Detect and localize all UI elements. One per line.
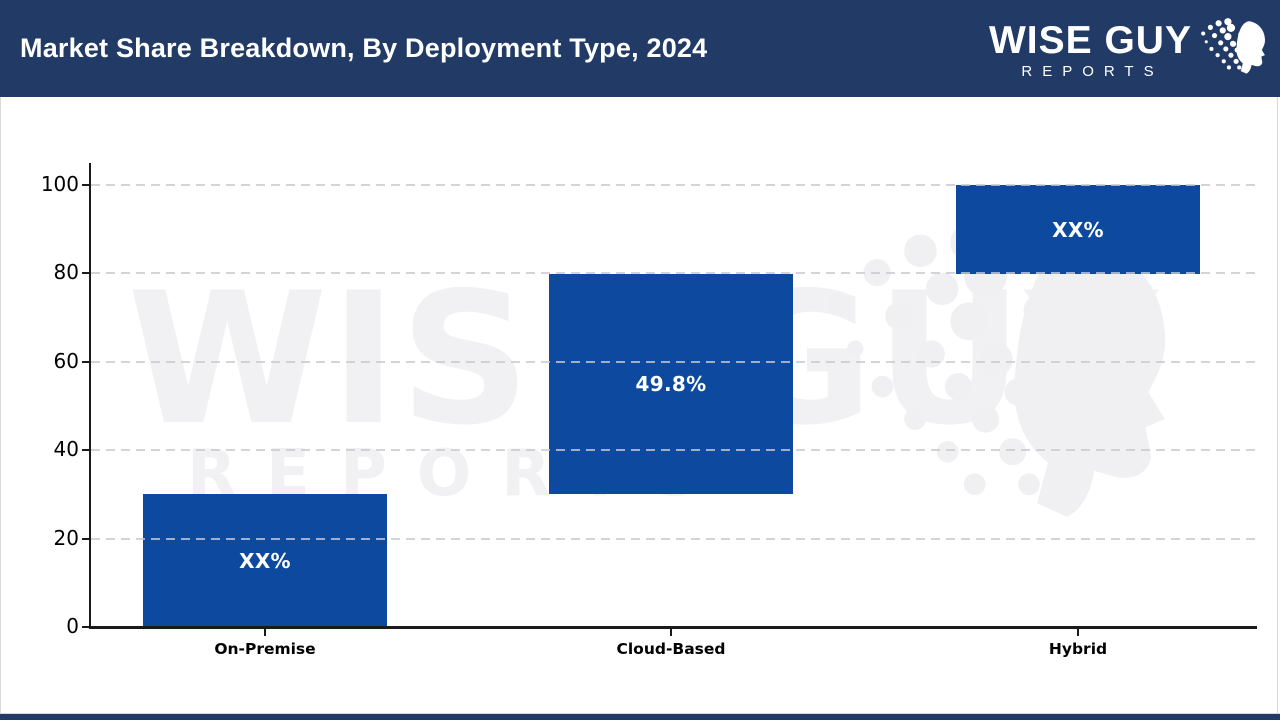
x-axis-line [89, 626, 1257, 629]
watermark-face-icon [828, 227, 1166, 517]
bar-cloud-based: 49.8% [549, 274, 793, 495]
y-tick-80 [82, 272, 89, 275]
y-tick-0 [82, 626, 89, 628]
header: Market Share Breakdown, By Deployment Ty… [0, 0, 1280, 97]
logo-subtext: REPORTS [1021, 62, 1164, 80]
y-tick-label-60: 60 [53, 348, 79, 373]
page-title: Market Share Breakdown, By Deployment Ty… [20, 33, 708, 63]
gridline-60 [91, 360, 1255, 363]
y-tick-20 [82, 537, 89, 540]
x-tick-2 [670, 629, 672, 636]
gridline-40 [91, 449, 1255, 452]
gridline-20 [91, 537, 1255, 540]
bar-value-label-3: XX% [1052, 217, 1104, 242]
brand-logo-text: WISE GUY REPORTS [988, 18, 1192, 80]
logo-wordmark: WISE GUY [988, 18, 1192, 62]
y-tick-100 [82, 184, 89, 186]
bar-hybrid: XX% [956, 185, 1200, 275]
x-category-label-1: On-Premise [214, 640, 316, 658]
bar-value-label-1: XX% [239, 548, 291, 573]
chart-area: WISE GUY REPORTS 0 20 40 60 80 100 XX% On-Premi… [0, 97, 1278, 713]
gridline-100 [91, 184, 1255, 186]
x-tick-3 [1077, 629, 1079, 636]
gridline-80 [91, 272, 1255, 275]
brand-logo: WISE GUY REPORTS [989, 6, 1268, 94]
y-tick-60 [82, 360, 89, 363]
y-axis-line [89, 163, 91, 629]
logo-face-icon [1201, 18, 1265, 74]
x-category-label-3: Hybrid [1048, 640, 1108, 658]
y-tick-label-40: 40 [53, 437, 79, 462]
x-category-label-2: Cloud-Based [616, 640, 726, 658]
y-tick-label-80: 80 [53, 260, 79, 285]
footer-bar [0, 713, 1280, 720]
y-tick-label-100: 100 [40, 172, 79, 196]
bar-value-label-2: 49.8% [635, 372, 707, 397]
y-tick-40 [82, 449, 89, 452]
y-tick-label-20: 20 [53, 525, 79, 550]
y-tick-label-0: 0 [66, 614, 79, 638]
x-tick-1 [264, 629, 266, 636]
bar-on-premise: XX% [143, 494, 387, 627]
